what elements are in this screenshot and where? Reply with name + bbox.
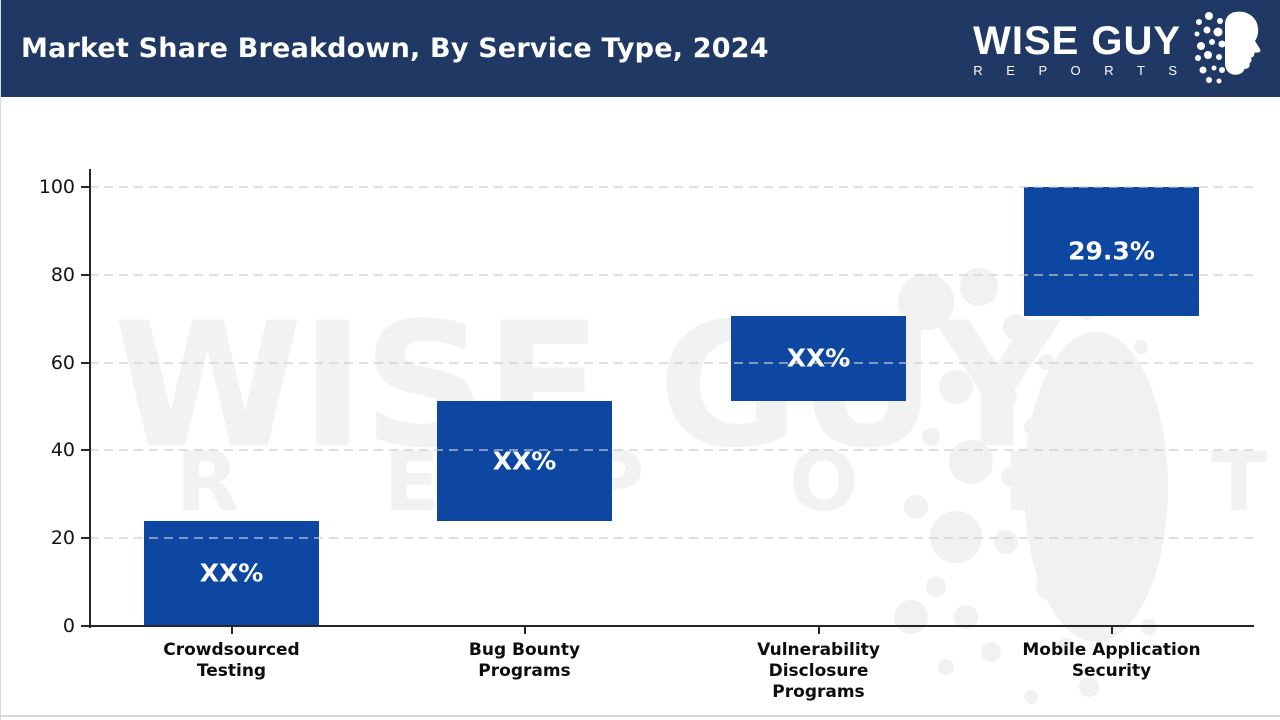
- y-tick-label-40: 40: [50, 439, 75, 462]
- brand-name: WISE GUY: [973, 18, 1182, 63]
- page-title: Market Share Breakdown, By Service Type,…: [21, 33, 769, 64]
- x-tick-3: [817, 626, 820, 634]
- chart-canvas: WISE GUY R E P O R T S 020406080100XX%XX…: [1, 97, 1280, 720]
- gridline-20: [89, 537, 1254, 540]
- gridline-40: [89, 449, 1254, 452]
- y-tick-label-60: 60: [50, 351, 75, 374]
- y-axis-spine: [89, 169, 91, 628]
- header-bar: Market Share Breakdown, By Service Type,…: [1, 0, 1280, 97]
- dotted-head-icon: [1194, 11, 1261, 83]
- bar-value-label-1: XX%: [199, 558, 264, 588]
- y-tick-0: [81, 625, 89, 627]
- y-tick-label-20: 20: [50, 527, 75, 550]
- x-category-label-2: Bug Bounty Programs: [468, 640, 581, 681]
- bar-segment-4: [1024, 187, 1199, 316]
- y-tick-60: [81, 361, 89, 364]
- bar-value-label-4: 29.3%: [1068, 236, 1155, 266]
- x-tick-2: [523, 626, 526, 634]
- x-tick-1: [230, 626, 233, 634]
- bar-segment-3: [731, 315, 906, 402]
- gridline-80: [89, 273, 1254, 276]
- x-category-label-1: Crowdsourced Testing: [163, 640, 300, 681]
- y-tick-20: [81, 537, 89, 540]
- brand-logo-text: WISE GUY R E P O R T S: [967, 20, 1187, 78]
- brand-tagline: R E P O R T S: [973, 62, 1187, 78]
- x-axis-spine: [89, 625, 1254, 627]
- gridline-100: [89, 186, 1254, 188]
- y-tick-label-100: 100: [38, 176, 75, 198]
- bar-value-label-3: XX%: [786, 343, 851, 373]
- footer-divider: [1, 715, 1280, 717]
- y-tick-label-80: 80: [50, 263, 75, 286]
- x-tick-4: [1110, 626, 1113, 634]
- bar-segment-2: [437, 401, 612, 521]
- x-category-label-3: Vulnerability Disclosure Programs: [757, 640, 880, 702]
- brand-logo: WISE GUY R E P O R T S: [967, 8, 1263, 90]
- y-tick-40: [81, 449, 89, 452]
- y-tick-label-0: 0: [62, 615, 75, 637]
- y-tick-100: [81, 186, 89, 188]
- bar-value-label-2: XX%: [492, 446, 557, 476]
- gridline-60: [89, 361, 1254, 364]
- x-category-label-4: Mobile Application Security: [1022, 640, 1201, 681]
- y-tick-80: [81, 273, 89, 276]
